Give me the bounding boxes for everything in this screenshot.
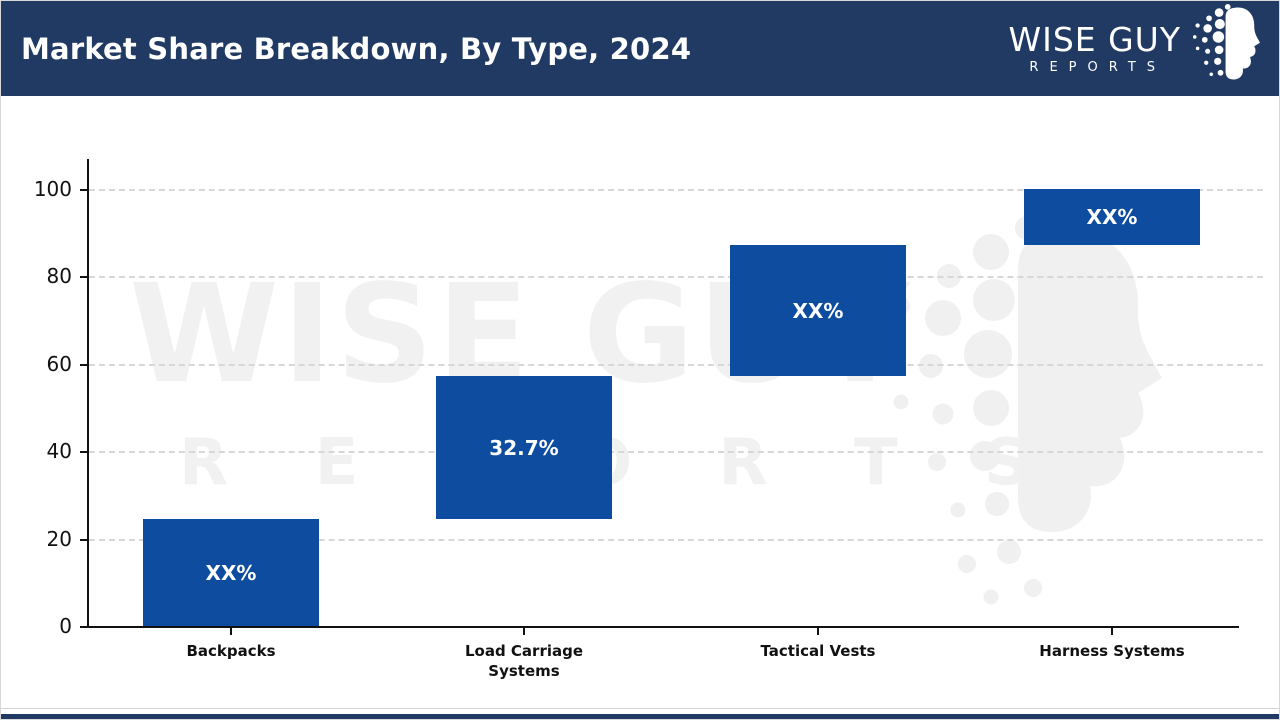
x-tick-mark [523,628,525,635]
x-tick-label: Tactical Vests [760,642,876,660]
y-tick-label: 0 [59,614,72,638]
bar-value-label: XX% [1086,204,1138,229]
x-axis-line [87,626,1239,628]
chart-area: WISE GUY R E P O R T S 0 20 40 6 [1,96,1279,711]
head-watermark-icon [859,214,1189,618]
header-band: Market Share Breakdown, By Type, 2024 WI… [1,1,1279,96]
gridline [89,276,1263,278]
page-title: Market Share Breakdown, By Type, 2024 [21,31,692,66]
bar-value-label: 32.7% [489,435,559,460]
gridline [89,538,1263,541]
y-tick-mark [80,276,87,278]
bar-tactical-vests: XX% [730,245,906,377]
y-axis-line [87,159,89,628]
y-tick-label: 80 [46,264,72,288]
x-tick-mark [1111,628,1113,635]
footer-band [1,714,1279,719]
bar-harness-systems: XX% [1024,188,1200,246]
bar-value-label: XX% [792,298,844,323]
gridline [89,188,1263,191]
logo-text: WISE GUY REPORTS [1008,23,1181,74]
y-tick-mark [80,188,87,191]
y-tick-label: 100 [33,176,72,201]
logo-subtitle: REPORTS [1029,60,1167,75]
footer-divider [1,708,1279,714]
y-tick-mark [80,626,87,628]
bar-load-carriage-systems: 32.7% [436,376,612,520]
gridline [89,363,1263,366]
y-tick-mark [80,451,87,453]
x-tick-mark [817,628,819,635]
y-tick-label: 40 [46,439,72,463]
x-tick-mark [230,628,232,635]
bar-backpacks: XX% [143,519,319,626]
logo-wordmark: WISE GUY [1008,20,1181,59]
wise-guy-logo: WISE GUY REPORTS [1008,3,1279,94]
x-tick-label: Harness Systems [1039,642,1185,660]
y-tick-label: 20 [46,526,72,551]
y-tick-label: 60 [46,351,72,376]
y-tick-mark [80,538,87,541]
x-tick-label: Backpacks [186,642,276,660]
head-profile-icon [1187,3,1267,94]
gridline [89,451,1263,453]
bar-value-label: XX% [205,560,257,585]
x-tick-label: Load Carriage Systems [464,642,584,681]
y-tick-mark [80,363,87,366]
